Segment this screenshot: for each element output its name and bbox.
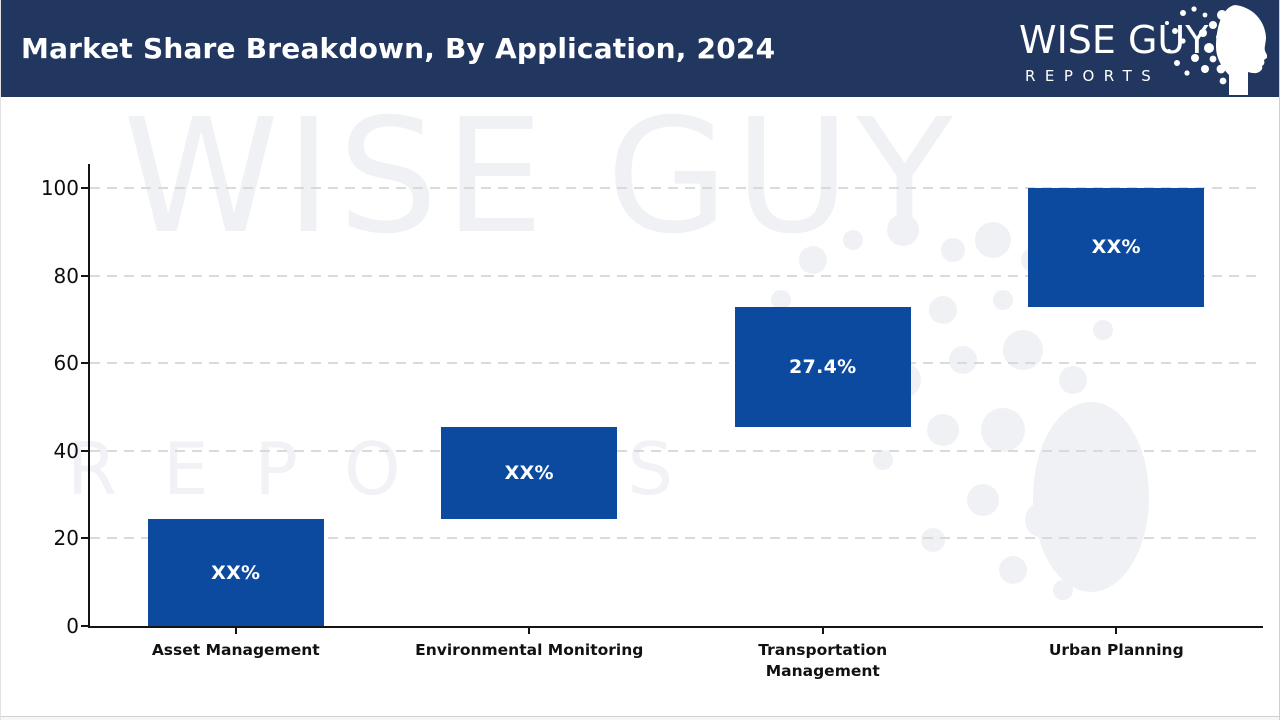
logo-face-icon bbox=[1165, 5, 1267, 95]
x-tick-mark bbox=[528, 628, 531, 634]
y-tick-label: 80 bbox=[53, 263, 79, 288]
bottom-border bbox=[1, 716, 1279, 717]
y-axis-line bbox=[88, 164, 90, 628]
y-tick-label: 60 bbox=[53, 351, 79, 376]
gridline bbox=[90, 449, 1263, 452]
gridline bbox=[90, 274, 1263, 277]
x-category-label: Asset Management bbox=[151, 641, 320, 659]
y-tick-mark bbox=[81, 537, 89, 540]
y-tick-mark bbox=[81, 274, 89, 277]
x-tick-mark bbox=[821, 628, 824, 634]
bar-value-label: XX% bbox=[1091, 236, 1141, 259]
logo-wordmark: WISE GUY bbox=[1019, 18, 1209, 62]
header-bar: Market Share Breakdown, By Application, … bbox=[1, 0, 1279, 97]
y-tick-mark bbox=[81, 625, 89, 627]
x-axis-line bbox=[88, 626, 1263, 628]
wise-guy-logo: WISE GUY REPORTS bbox=[1019, 5, 1267, 95]
gridline bbox=[90, 362, 1263, 365]
y-tick-mark bbox=[81, 187, 89, 189]
x-tick-mark bbox=[234, 628, 237, 634]
bar: XX% bbox=[441, 426, 618, 520]
bar-value-label: XX% bbox=[211, 561, 261, 584]
bottom-margin bbox=[1, 717, 1279, 720]
y-tick-label: 100 bbox=[40, 176, 79, 200]
chart-area: WISE GUY REPORTS 0 20 40 60 80 1 bbox=[1, 85, 1279, 720]
y-tick-mark bbox=[81, 449, 89, 452]
x-category-label: Urban Planning bbox=[1048, 641, 1184, 659]
y-tick-label: 0 bbox=[66, 614, 79, 638]
x-tick-mark bbox=[1115, 628, 1118, 634]
page-title: Market Share Breakdown, By Application, … bbox=[21, 32, 776, 65]
bar: 27.4% bbox=[734, 306, 911, 427]
bar: XX% bbox=[1028, 188, 1205, 307]
y-tick-mark bbox=[81, 362, 89, 365]
x-category-label: Transportation Management bbox=[758, 641, 888, 680]
bar-value-label: 27.4% bbox=[789, 355, 857, 378]
bar: XX% bbox=[147, 519, 324, 626]
y-tick-label: 20 bbox=[53, 526, 79, 551]
gridline bbox=[90, 187, 1263, 189]
watermark-wordmark: WISE GUY bbox=[123, 85, 959, 269]
y-tick-label: 40 bbox=[53, 438, 79, 463]
bar-value-label: XX% bbox=[504, 461, 554, 484]
x-category-label: Environmental Monitoring bbox=[415, 641, 644, 659]
gridline bbox=[90, 537, 1263, 540]
logo-subtitle: REPORTS bbox=[1025, 67, 1160, 85]
